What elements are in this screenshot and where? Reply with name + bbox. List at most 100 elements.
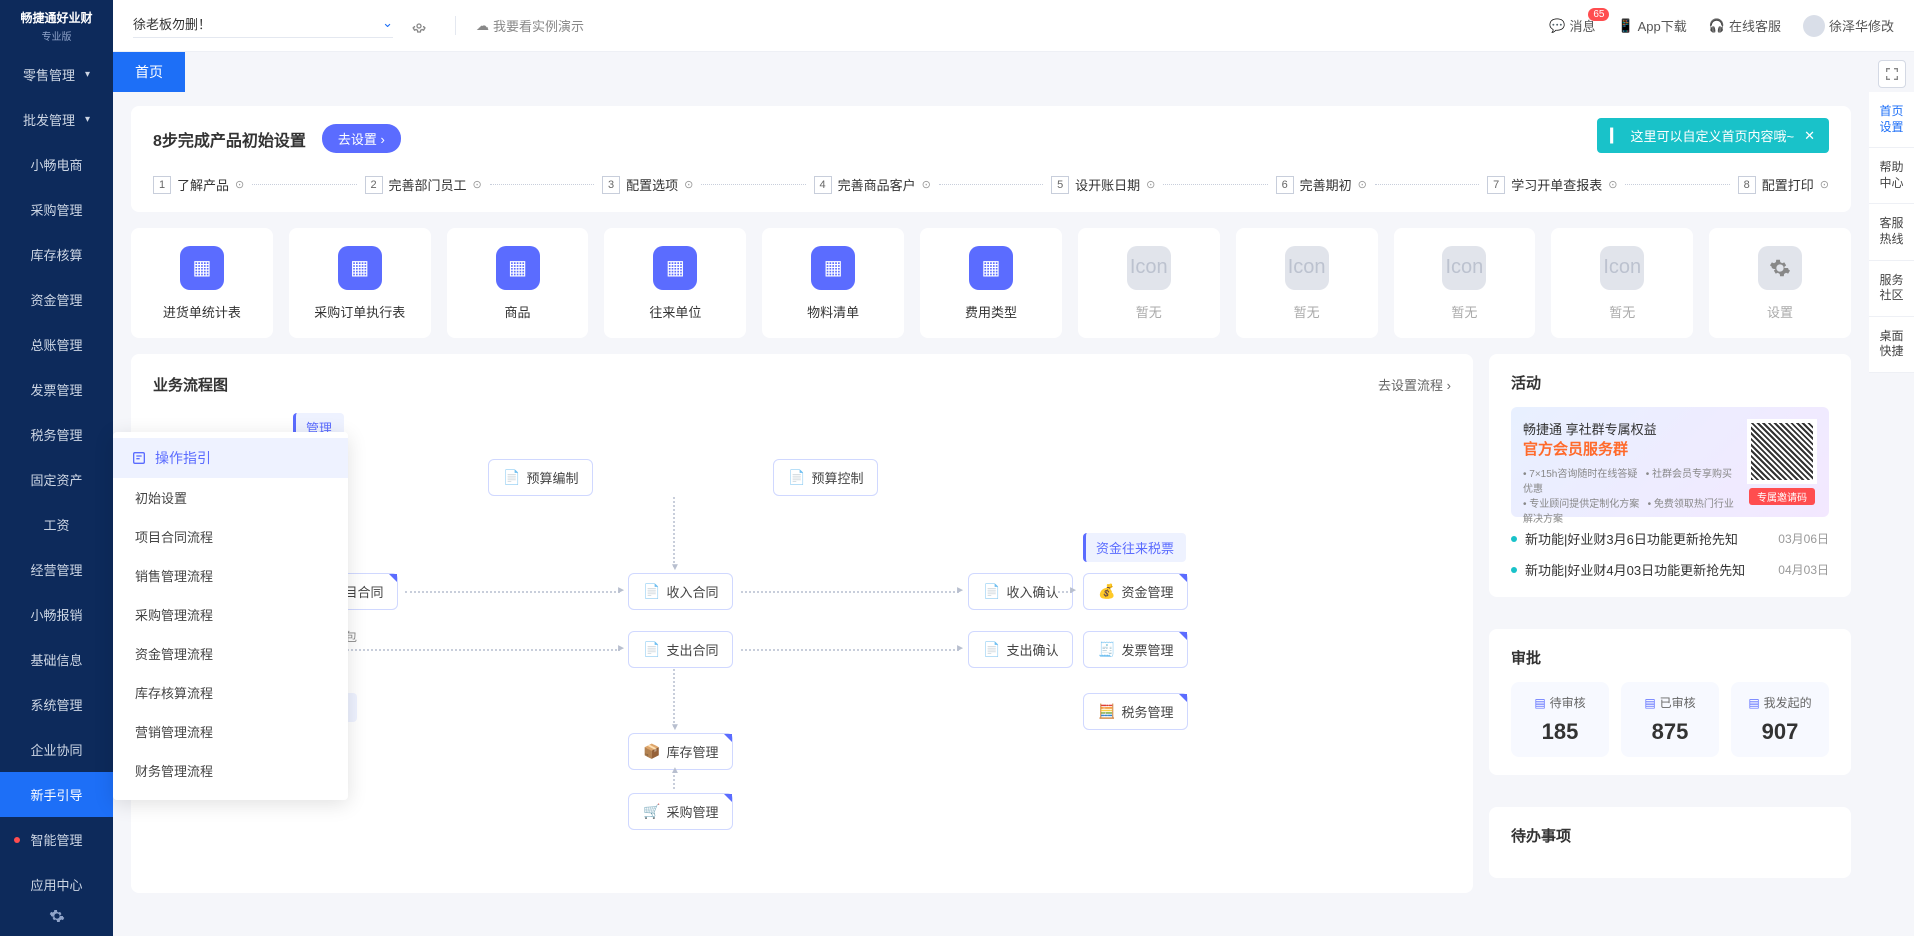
guide-popover-title: 操作指引	[155, 448, 211, 468]
node-purchase[interactable]: 🛒采购管理	[628, 793, 733, 830]
sidebar-item[interactable]: 智能管理	[0, 817, 113, 862]
guide-popover-item[interactable]: 资金管理流程	[113, 634, 348, 673]
sidebar-item[interactable]: 总账管理	[0, 322, 113, 367]
rail-item[interactable]: 服务社区	[1869, 261, 1914, 317]
step-separator	[252, 184, 356, 185]
chevron-down-icon: ▾	[85, 69, 90, 80]
sidebar-item[interactable]: 新手引导	[0, 772, 113, 817]
setup-step[interactable]: 5设开账日期⊙	[1051, 175, 1155, 194]
demo-link[interactable]: ☁ 我要看实例演示	[455, 16, 584, 35]
gear-icon[interactable]	[411, 18, 427, 34]
sidebar-item[interactable]: 工资	[0, 502, 113, 547]
sidebar-item[interactable]: 批发管理▾	[0, 97, 113, 142]
sidebar-item[interactable]: 库存核算	[0, 232, 113, 277]
rail-item[interactable]: 首页设置	[1869, 92, 1914, 148]
node-stock[interactable]: 📦库存管理	[628, 733, 733, 770]
setup-step[interactable]: 6完善期初⊙	[1276, 175, 1367, 194]
user-menu[interactable]: 徐泽华修改	[1803, 15, 1894, 37]
topbar: 徐老板勿删！ ⌄ ☁ 我要看实例演示 💬 消息 65 📱 App下载 🎧 在线客…	[113, 0, 1914, 52]
guide-popover-item[interactable]: 营销管理流程	[113, 712, 348, 751]
quick-tile[interactable]: Icon暂无	[1236, 228, 1378, 338]
sidebar-item[interactable]: 发票管理	[0, 367, 113, 412]
node-tax[interactable]: 🧮税务管理	[1083, 693, 1188, 730]
app-download-button[interactable]: 📱 App下载	[1617, 16, 1686, 35]
sidebar-item[interactable]: 基础信息	[0, 637, 113, 682]
sidebar-item-label: 企业协同	[30, 740, 82, 759]
approval-box[interactable]: ▤ 已审核875	[1621, 682, 1719, 757]
setup-step[interactable]: 4完善商品客户⊙	[814, 175, 931, 194]
sidebar-settings-icon[interactable]	[0, 896, 113, 936]
quick-tile[interactable]: ▦商品	[447, 228, 589, 338]
node-invoice[interactable]: 🧾发票管理	[1083, 631, 1188, 668]
approval-count: 907	[1741, 719, 1819, 745]
quick-tile[interactable]: ▦物料清单	[762, 228, 904, 338]
sidebar-item[interactable]: 税务管理	[0, 412, 113, 457]
connector	[1058, 591, 1072, 593]
guide-popover-item[interactable]: 采购管理流程	[113, 595, 348, 634]
quick-tile[interactable]: Icon暂无	[1078, 228, 1220, 338]
node-budget-edit[interactable]: 📄预算编制	[488, 459, 593, 496]
setup-step[interactable]: 1了解产品⊙	[153, 175, 244, 194]
sidebar-item[interactable]: 采购管理	[0, 187, 113, 232]
quick-tile[interactable]: ▦费用类型	[920, 228, 1062, 338]
quick-tile[interactable]: ▦采购订单执行表	[289, 228, 431, 338]
sidebar-item[interactable]: 经营管理	[0, 547, 113, 592]
news-item[interactable]: 新功能|好业财3月6日功能更新抢先知03月06日	[1511, 529, 1829, 548]
rail-item[interactable]: 帮助中心	[1869, 148, 1914, 204]
sidebar-item-label: 新手引导	[30, 785, 82, 804]
node-budget-ctrl[interactable]: 📄预算控制	[773, 459, 878, 496]
sidebar-item[interactable]: 小畅报销	[0, 592, 113, 637]
tab-home[interactable]: 首页	[113, 52, 185, 92]
flow-title: 业务流程图	[153, 374, 228, 395]
sidebar-item[interactable]: 资金管理	[0, 277, 113, 322]
sidebar-item[interactable]: 小畅电商	[0, 142, 113, 187]
doc-icon: 📄	[503, 469, 520, 486]
quick-tile[interactable]: Icon暂无	[1394, 228, 1536, 338]
sidebar-item[interactable]: 企业协同	[0, 727, 113, 772]
setup-step[interactable]: 7学习开单查报表⊙	[1487, 175, 1617, 194]
setup-step[interactable]: 2完善部门员工⊙	[365, 175, 482, 194]
guide-popover-item[interactable]: 初始设置	[113, 478, 348, 517]
node-income-contract[interactable]: 📄收入合同	[628, 573, 733, 610]
close-icon[interactable]: ✕	[1804, 128, 1815, 144]
news-item[interactable]: 新功能|好业财4月03日功能更新抢先知04月03日	[1511, 560, 1829, 579]
messages-button[interactable]: 💬 消息 65	[1549, 16, 1595, 35]
quick-tile[interactable]: Icon暂无	[1551, 228, 1693, 338]
activity-title: 活动	[1511, 372, 1829, 393]
sidebar-item[interactable]: 固定资产	[0, 457, 113, 502]
node-expense-contract[interactable]: 📄支出合同	[628, 631, 733, 668]
approval-box[interactable]: ▤ 待审核185	[1511, 682, 1609, 757]
fullscreen-button[interactable]	[1878, 60, 1906, 88]
sidebar-item[interactable]: 应用中心	[0, 862, 113, 896]
doc-icon: 📄	[643, 641, 660, 658]
sidebar-item[interactable]: 系统管理	[0, 682, 113, 727]
setup-step[interactable]: 8配置打印⊙	[1738, 175, 1829, 194]
rail-item[interactable]: 客服热线	[1869, 204, 1914, 260]
node-funds[interactable]: 💰资金管理	[1083, 573, 1188, 610]
quick-tile[interactable]: ▦往来单位	[604, 228, 746, 338]
tenant-selector[interactable]: 徐老板勿删！ ⌄	[133, 14, 393, 38]
sidebar-item-label: 批发管理	[23, 110, 75, 129]
guide-popover-item[interactable]: 财务管理流程	[113, 751, 348, 790]
guide-popover-head[interactable]: 操作指引	[113, 438, 348, 478]
quick-tile[interactable]: ▦进货单统计表	[131, 228, 273, 338]
news-title: 新功能|好业财4月03日功能更新抢先知	[1525, 560, 1745, 579]
promo-banner[interactable]: 畅捷通 享社群专属权益 官方会员服务群 • 7×15h咨询随时在线答疑 • 社群…	[1511, 407, 1829, 517]
customer-service-button[interactable]: 🎧 在线客服	[1709, 16, 1781, 35]
flow-settings-link[interactable]: 去设置流程 ›	[1378, 375, 1451, 394]
module-icon: ▦	[180, 246, 224, 290]
node-expense-confirm[interactable]: 📄支出确认	[968, 631, 1073, 668]
guide-popover-item[interactable]: 项目合同流程	[113, 517, 348, 556]
quick-tile[interactable]: 设置	[1709, 228, 1851, 338]
setup-step[interactable]: 3配置选项⊙	[602, 175, 693, 194]
guide-popover-item[interactable]: 库存核算流程	[113, 673, 348, 712]
approval-box[interactable]: ▤ 我发起的907	[1731, 682, 1829, 757]
sidebar-item[interactable]: 零售管理▾	[0, 52, 113, 97]
sidebar-item-label: 总账管理	[30, 335, 82, 354]
main: 8步完成产品初始设置 去设置 › ▎ 这里可以自定义首页内容哦~ ✕ 1了解产品…	[113, 92, 1869, 936]
rail-item[interactable]: 桌面快捷	[1869, 317, 1914, 373]
guide-popover-item[interactable]: 销售管理流程	[113, 556, 348, 595]
doc-icon: 📄	[643, 583, 660, 600]
step-number: 5	[1051, 176, 1069, 194]
go-setup-button[interactable]: 去设置 ›	[322, 124, 401, 153]
